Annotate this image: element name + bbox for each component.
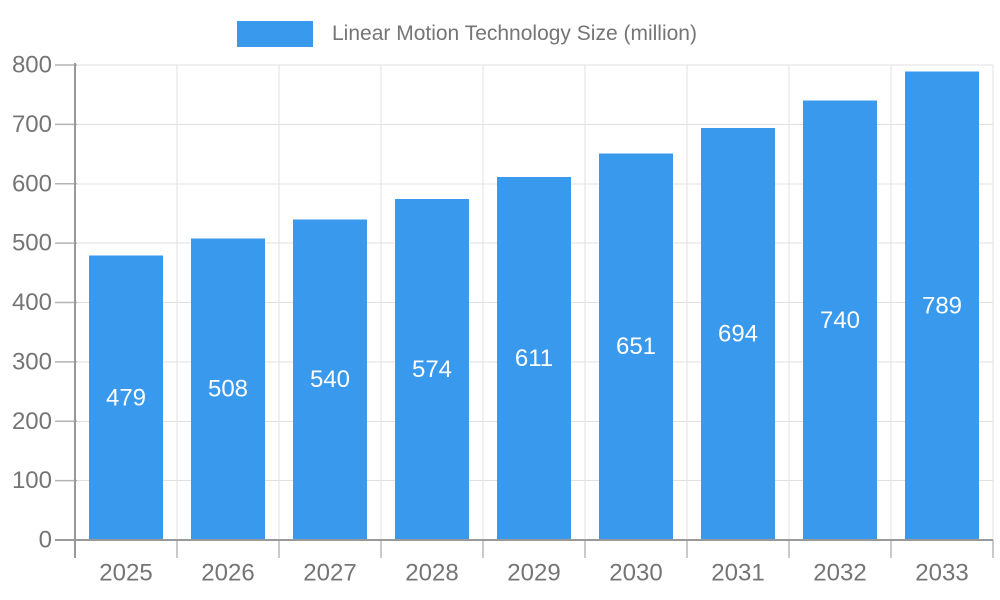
bar[interactable] bbox=[89, 255, 163, 540]
bar-value-label: 694 bbox=[718, 320, 758, 347]
legend-item[interactable]: Linear Motion Technology Size (million) bbox=[237, 20, 697, 47]
y-axis-label: 800 bbox=[12, 52, 52, 79]
bar[interactable] bbox=[191, 238, 265, 540]
bar[interactable] bbox=[293, 219, 367, 540]
bar-value-label: 508 bbox=[208, 376, 248, 403]
x-axis-label: 2030 bbox=[609, 560, 662, 587]
x-axis-label: 2032 bbox=[813, 560, 866, 587]
x-axis-label: 2033 bbox=[915, 560, 968, 587]
y-axis-label: 0 bbox=[39, 527, 52, 554]
bar[interactable] bbox=[497, 177, 571, 540]
y-axis-label: 500 bbox=[12, 230, 52, 257]
bar[interactable] bbox=[395, 199, 469, 540]
legend-swatch bbox=[237, 20, 313, 47]
x-axis-label: 2029 bbox=[507, 560, 560, 587]
y-axis-label: 700 bbox=[12, 111, 52, 138]
bar-value-label: 479 bbox=[106, 384, 146, 411]
bar-value-label: 789 bbox=[922, 292, 962, 319]
y-axis-label: 200 bbox=[12, 408, 52, 435]
legend-label: Linear Motion Technology Size (million) bbox=[332, 22, 697, 45]
x-axis-label: 2026 bbox=[201, 560, 254, 587]
x-axis-label: 2025 bbox=[99, 560, 152, 587]
x-axis-label: 2028 bbox=[405, 560, 458, 587]
x-axis-label: 2027 bbox=[303, 560, 356, 587]
bar[interactable] bbox=[905, 71, 979, 540]
y-axis-label: 600 bbox=[12, 170, 52, 197]
bar-value-label: 574 bbox=[412, 356, 452, 383]
y-axis-label: 100 bbox=[12, 467, 52, 494]
bar-value-label: 540 bbox=[310, 366, 350, 393]
bar-value-label: 651 bbox=[616, 333, 656, 360]
bar[interactable] bbox=[803, 100, 877, 540]
y-axis-label: 400 bbox=[12, 289, 52, 316]
x-axis-label: 2031 bbox=[711, 560, 764, 587]
bar-value-label: 611 bbox=[515, 345, 553, 372]
y-axis-label: 300 bbox=[12, 348, 52, 375]
bar[interactable] bbox=[701, 127, 775, 540]
bar-value-label: 740 bbox=[820, 307, 860, 334]
bar[interactable] bbox=[599, 153, 673, 540]
